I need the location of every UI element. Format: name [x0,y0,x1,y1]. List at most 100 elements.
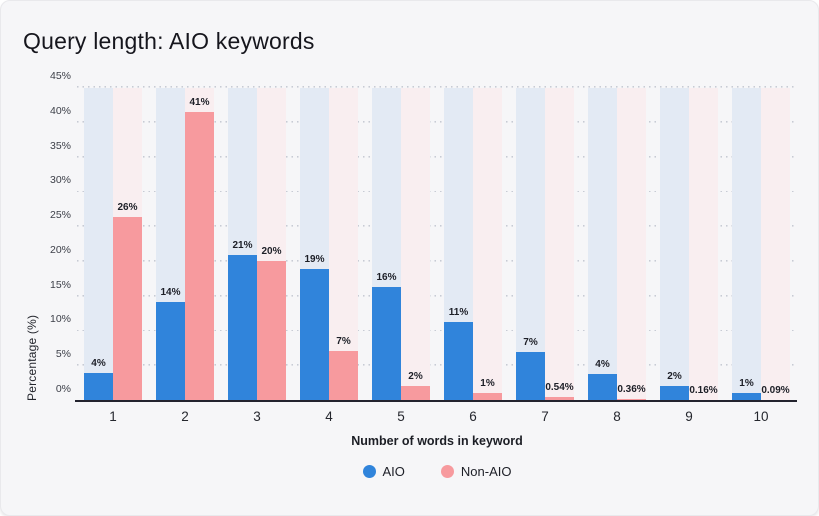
legend-label: AIO [382,464,405,479]
bar-value-label: 2% [408,371,423,383]
non-aio-track: 0.36% [617,88,646,401]
y-tick-label: 35% [49,139,71,152]
x-axis-line [75,400,797,402]
non-aio-track: 41% [185,88,214,401]
gridline-45 [77,86,795,88]
bar-value-label: 7% [336,335,351,347]
y-tick-label: 0% [55,383,71,395]
aio-legend-dot-icon [362,465,376,478]
bar-value-label: 21% [232,239,253,251]
gridline-10 [77,329,795,332]
non-aio-legend-dot-icon [440,465,454,478]
aio-bar [588,373,617,401]
y-tick-label: 5% [55,348,71,361]
x-tick-label: 5 [397,409,405,424]
aio-bar [156,302,185,401]
y-axis-title: Percentage (%) [25,314,39,401]
non-aio-track: 20% [257,88,286,401]
bar-value-label: 1% [480,378,495,390]
aio-track: 16% [372,88,401,401]
plot-area: 0% 5% 10% 15% 20% 25% 30% 35% 40% 45% 4% 26% 1 14% 41%… [50,70,797,424]
chart-title: Query length: AIO keywords [23,28,315,54]
gridline-5 [77,364,795,367]
x-tick-label: 2 [181,409,189,424]
gridline-35 [77,155,795,158]
bar-value-label: 1% [739,378,754,390]
bar-value-label: 14% [160,287,181,299]
bar-value-label: 41% [189,96,210,108]
bar-value-label: 0.36% [617,383,646,395]
aio-bar [732,393,761,401]
aio-bar [444,321,473,401]
non-aio-bar [185,111,214,401]
non-aio-track: 7% [329,88,358,401]
non-aio-bar [113,216,142,401]
bar-value-label: 16% [376,271,397,283]
aio-bar [300,268,329,401]
bar-group: 7% 0.54% 7 [516,88,574,424]
non-aio-track: 0.16% [689,88,718,401]
bar-value-label: 0.09% [761,385,790,397]
aio-track: 4% [84,88,113,401]
bar-value-label: 0.54% [545,382,574,394]
bar-value-label: 19% [304,253,325,265]
aio-track: 11% [444,88,473,401]
bar-group: 2% 0.16% 9 [660,88,718,424]
x-tick-label: 6 [469,409,477,424]
aio-bar [660,385,689,401]
bar-group: 4% 26% 1 [84,88,142,424]
bar-group: 4% 0.36% 8 [588,88,646,424]
bar-value-label: 4% [91,358,106,370]
bar-groups: 4% 26% 1 14% 41% 2 21% 20% 3 19% 7% 4 16% 2% 5 11% 1% 6 7%… [79,88,795,424]
non-aio-bar [257,261,286,401]
aio-track: 2% [660,88,689,401]
aio-track: 7% [516,88,545,401]
x-tick-label: 7 [541,409,549,424]
non-aio-bar [329,350,358,401]
x-tick-label: 3 [253,409,261,424]
bar-value-label: 2% [667,370,682,382]
bar-group: 14% 41% 2 [156,88,214,424]
gridline-40 [77,120,795,123]
aio-bar [228,254,257,401]
bar-group: 1% 0.09% 10 [732,88,790,424]
non-aio-bar [545,397,574,401]
non-aio-track: 1% [473,88,502,401]
x-tick-label: 9 [685,409,693,424]
x-tick-label: 4 [325,409,333,424]
aio-track: 14% [156,88,185,401]
bar-value-label: 7% [523,336,538,348]
gridline-20 [77,259,795,262]
legend-item-aio: AIO [362,464,405,479]
chart-legend: AIO Non-AIO [79,464,795,479]
bar-group: 16% 2% 5 [372,88,430,424]
bar-group: 11% 1% 6 [444,88,502,424]
aio-bar [84,373,113,401]
non-aio-bar [401,386,430,401]
y-tick-label: 25% [49,209,71,222]
aio-track: 1% [732,88,761,401]
legend-label: Non-AIO [460,464,512,479]
y-tick-label: 15% [49,278,71,291]
non-aio-track: 0.54% [545,88,574,401]
non-aio-track: 0.09% [761,88,790,401]
y-tick-label: 40% [49,104,71,117]
x-tick-label: 8 [613,409,621,424]
non-aio-track: 26% [113,88,142,401]
aio-bar [372,286,401,401]
gridline-15 [77,294,795,297]
bar-value-label: 26% [117,201,138,213]
bar-value-label: 11% [448,306,469,318]
y-tick-label: 30% [49,174,71,187]
aio-track: 19% [300,88,329,401]
aio-bar [516,351,545,401]
y-tick-label: 20% [49,243,71,256]
y-tick-label: 10% [49,313,71,326]
x-tick-label: 1 [109,409,117,424]
bar-value-label: 0.16% [689,384,718,396]
non-aio-track: 2% [401,88,430,401]
gridline-25 [77,225,795,228]
bar-value-label: 4% [595,358,610,370]
bar-group: 19% 7% 4 [300,88,358,424]
